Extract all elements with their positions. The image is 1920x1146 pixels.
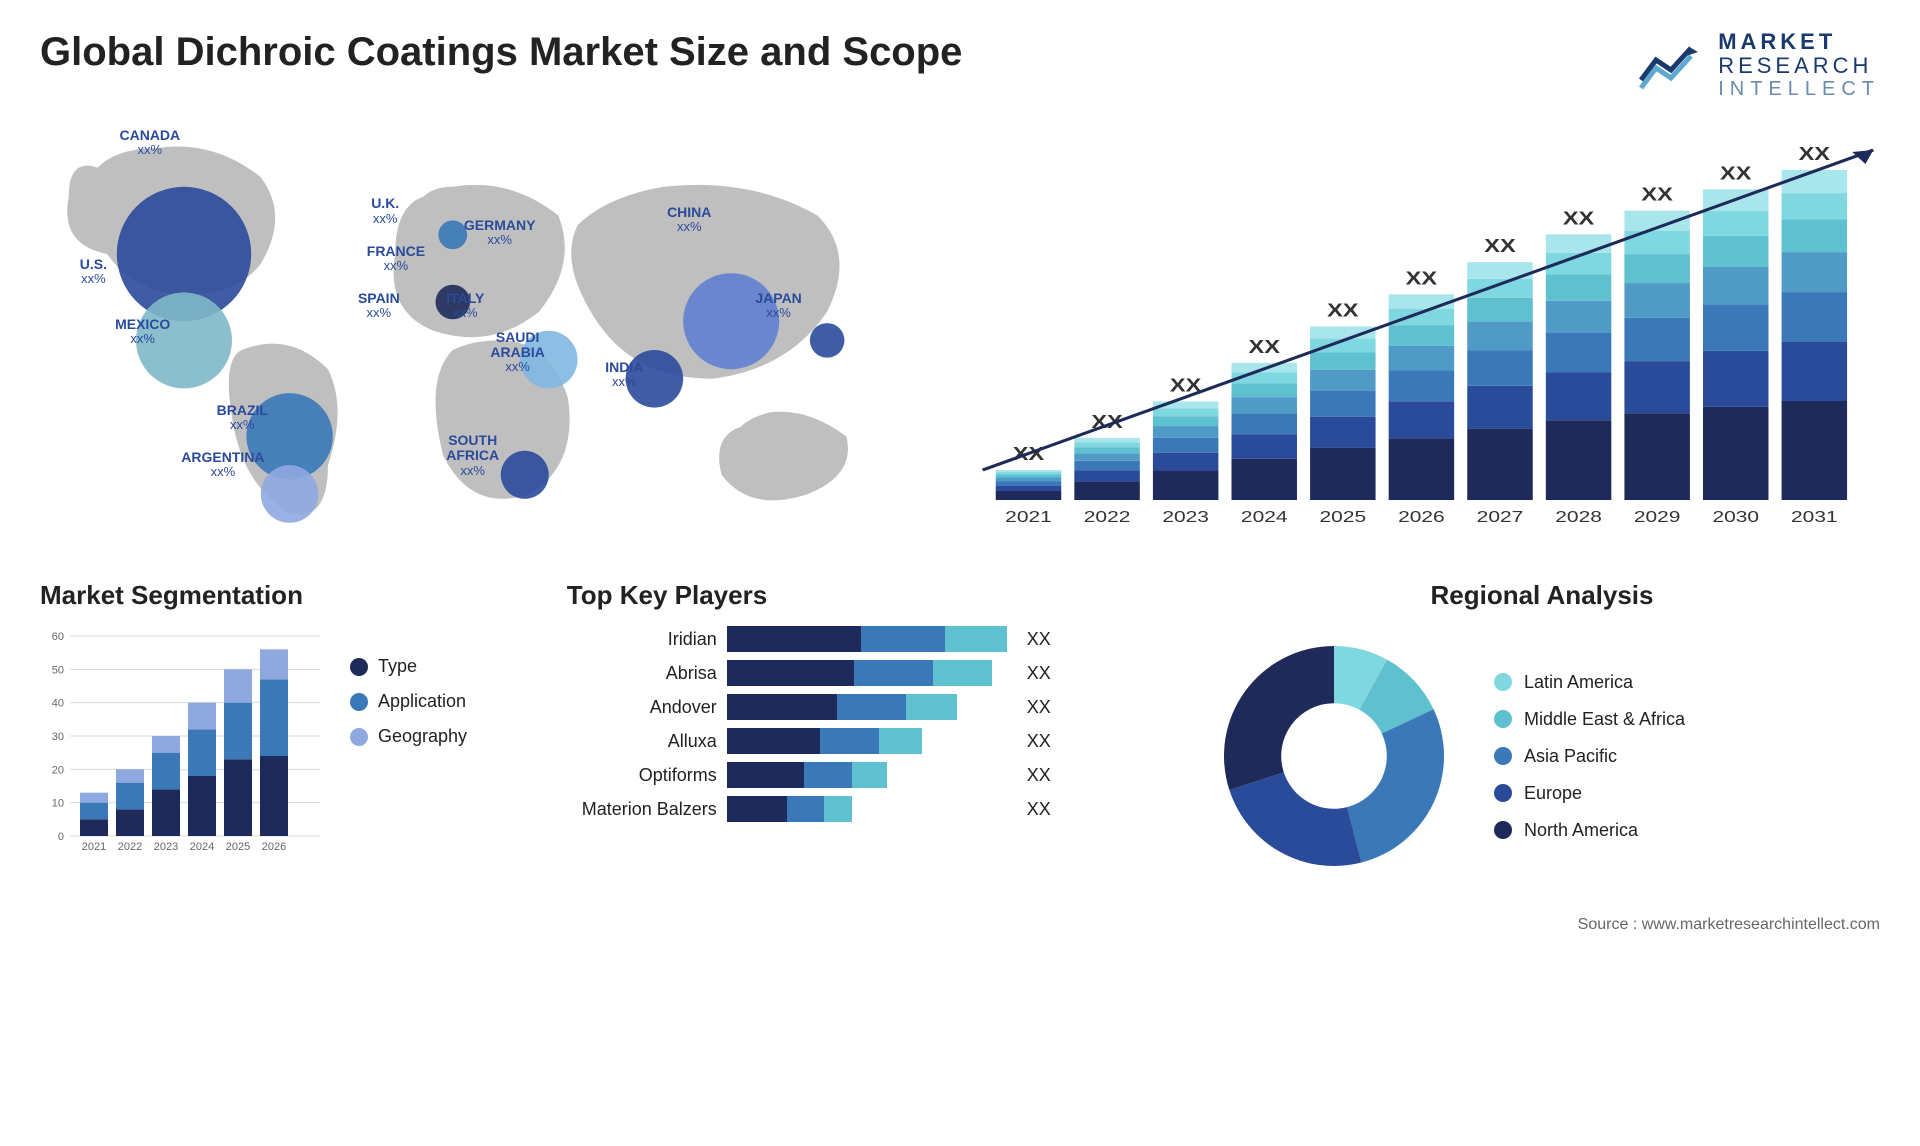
- svg-text:2028: 2028: [1555, 508, 1602, 526]
- player-value: XX: [1027, 799, 1051, 820]
- map-label-u-k-: U.K.xx%: [371, 196, 399, 226]
- segmentation-legend: Type Application Geography: [350, 656, 467, 856]
- svg-text:2029: 2029: [1634, 508, 1681, 526]
- player-value: XX: [1027, 629, 1051, 650]
- player-label: Abrisa: [567, 663, 717, 684]
- svg-text:2023: 2023: [154, 841, 178, 853]
- map-label-saudi-arabia: SAUDIARABIAxx%: [490, 330, 544, 375]
- svg-text:XX: XX: [1563, 209, 1594, 229]
- player-row-iridian: Iridian XX: [567, 626, 1174, 652]
- region-legend-north-america: North America: [1494, 820, 1685, 841]
- segmentation-title: Market Segmentation: [40, 580, 537, 611]
- player-value: XX: [1027, 663, 1051, 684]
- regional-panel: Regional Analysis Latin America Middle Ea…: [1204, 580, 1880, 886]
- player-label: Andover: [567, 697, 717, 718]
- svg-text:20: 20: [52, 765, 64, 777]
- map-label-spain: SPAINxx%: [358, 291, 400, 321]
- svg-text:60: 60: [52, 631, 64, 643]
- svg-text:2021: 2021: [1005, 508, 1052, 526]
- segmentation-chart: 0 10 20 30 40 50 60 2021 2022 2023 2024 2025 2026: [40, 626, 320, 856]
- svg-text:XX: XX: [1642, 186, 1673, 206]
- svg-text:XX: XX: [1249, 338, 1280, 358]
- map-label-italy: ITALYxx%: [446, 291, 484, 321]
- map-label-japan: JAPANxx%: [755, 291, 801, 321]
- growth-bar-chart: XX 2021 XX 2022 XX 2023 XX 2024 XX 2025 XX 2026 XX 20…: [963, 110, 1880, 540]
- player-label: Materion Balzers: [567, 799, 717, 820]
- region-legend-middle-east-africa: Middle East & Africa: [1494, 709, 1685, 730]
- map-label-argentina: ARGENTINAxx%: [181, 450, 264, 480]
- player-label: Alluxa: [567, 731, 717, 752]
- logo-mark-icon: [1636, 40, 1706, 90]
- map-label-south-africa: SOUTHAFRICAxx%: [446, 433, 499, 478]
- regional-donut: [1204, 626, 1464, 886]
- svg-text:XX: XX: [1327, 301, 1358, 321]
- segmentation-panel: Market Segmentation 0 10 20 30 40 50 60 2021 202…: [40, 580, 537, 886]
- svg-text:2026: 2026: [262, 841, 286, 853]
- svg-text:2025: 2025: [1320, 508, 1367, 526]
- svg-text:10: 10: [52, 798, 64, 810]
- player-value: XX: [1027, 765, 1051, 786]
- svg-text:XX: XX: [1720, 164, 1751, 184]
- logo-text-3: INTELLECT: [1718, 78, 1880, 100]
- svg-text:2024: 2024: [190, 841, 214, 853]
- world-map: CANADAxx% U.S.xx% MEXICOxx% BRAZILxx% ARGENT…: [40, 110, 923, 540]
- regional-title: Regional Analysis: [1204, 580, 1880, 611]
- seg-legend-type: Type: [350, 656, 467, 677]
- svg-text:2022: 2022: [118, 841, 142, 853]
- svg-text:2021: 2021: [82, 841, 106, 853]
- players-chart: IridianXXAbrisaXXAndoverXXAlluxaXXOptifo…: [567, 626, 1174, 822]
- svg-text:2027: 2027: [1477, 508, 1524, 526]
- region-legend-latin-america: Latin America: [1494, 672, 1685, 693]
- svg-text:XX: XX: [1484, 237, 1515, 257]
- player-value: XX: [1027, 731, 1051, 752]
- svg-text:2024: 2024: [1241, 508, 1288, 526]
- seg-legend-application: Application: [350, 691, 467, 712]
- map-label-france: FRANCExx%: [367, 244, 425, 274]
- map-label-canada: CANADAxx%: [119, 128, 180, 158]
- logo-text-2: RESEARCH: [1718, 54, 1880, 78]
- player-label: Iridian: [567, 629, 717, 650]
- players-title: Top Key Players: [567, 580, 1174, 611]
- logo-text-1: MARKET: [1718, 30, 1880, 54]
- svg-text:0: 0: [58, 831, 64, 843]
- player-row-materion-balzers: Materion Balzers XX: [567, 796, 1174, 822]
- svg-text:50: 50: [52, 665, 64, 677]
- players-panel: Top Key Players IridianXXAbrisaXXAndover…: [567, 580, 1174, 886]
- player-value: XX: [1027, 697, 1051, 718]
- map-label-china: CHINAxx%: [667, 205, 711, 235]
- svg-text:2022: 2022: [1084, 508, 1131, 526]
- region-legend-europe: Europe: [1494, 783, 1685, 804]
- map-label-brazil: BRAZILxx%: [217, 403, 268, 433]
- svg-text:2023: 2023: [1163, 508, 1210, 526]
- region-legend-asia-pacific: Asia Pacific: [1494, 746, 1685, 767]
- svg-text:2030: 2030: [1713, 508, 1760, 526]
- map-label-mexico: MEXICOxx%: [115, 317, 170, 347]
- svg-text:2025: 2025: [226, 841, 250, 853]
- player-row-alluxa: Alluxa XX: [567, 728, 1174, 754]
- svg-text:2031: 2031: [1791, 508, 1838, 526]
- map-label-u-s-: U.S.xx%: [80, 257, 107, 287]
- svg-text:XX: XX: [1406, 269, 1437, 289]
- map-label-germany: GERMANYxx%: [464, 218, 536, 248]
- map-label-india: INDIAxx%: [605, 360, 643, 390]
- seg-legend-geography: Geography: [350, 726, 467, 747]
- player-row-abrisa: Abrisa XX: [567, 660, 1174, 686]
- player-row-andover: Andover XX: [567, 694, 1174, 720]
- brand-logo: MARKET RESEARCH INTELLECT: [1636, 30, 1880, 100]
- source-line: Source : www.marketresearchintellect.com: [40, 916, 1880, 934]
- svg-text:2026: 2026: [1398, 508, 1445, 526]
- regional-legend: Latin America Middle East & Africa Asia Pa…: [1494, 672, 1685, 841]
- svg-text:XX: XX: [1799, 145, 1830, 165]
- page-title: Global Dichroic Coatings Market Size and…: [40, 30, 962, 75]
- svg-text:40: 40: [52, 698, 64, 710]
- player-row-optiforms: Optiforms XX: [567, 762, 1174, 788]
- svg-text:30: 30: [52, 731, 64, 743]
- player-label: Optiforms: [567, 765, 717, 786]
